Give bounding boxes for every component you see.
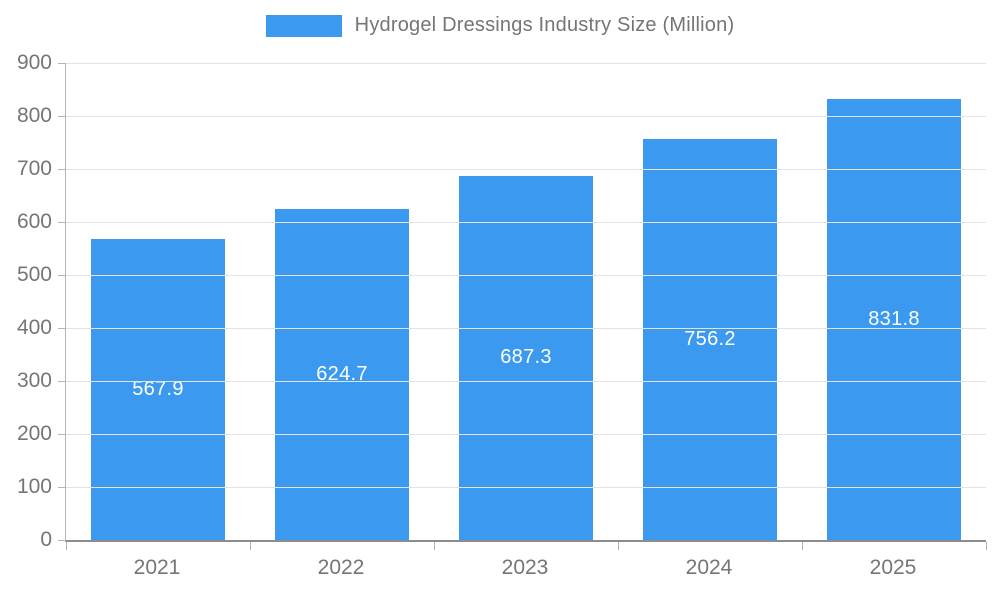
- y-tick-label: 300: [16, 368, 52, 392]
- gridline: [66, 275, 986, 276]
- x-tick-label: 2022: [317, 556, 365, 579]
- plot-area: 567.9 624.7 687.3 756.2 831.8 0 100 200 300 400 5…: [17, 51, 987, 551]
- bar-value-label: 756.2: [684, 328, 736, 351]
- x-tick-label: 2024: [685, 556, 733, 579]
- x-tick-mark: [618, 542, 619, 550]
- y-tick-mark: [58, 434, 66, 435]
- gridline: [66, 221, 986, 223]
- y-tick-label: 400: [16, 316, 52, 339]
- bar-slot: 624.7: [250, 63, 434, 540]
- legend-label: Hydrogel Dressings Industry Size (Millio…: [354, 14, 735, 36]
- y-tick-label: 900: [16, 51, 52, 74]
- bar-value-label: 567.9: [132, 378, 184, 400]
- y-tick-mark: [58, 169, 66, 170]
- bar-slot: 756.2: [618, 63, 802, 540]
- legend[interactable]: Hydrogel Dressings Industry Size (Millio…: [0, 14, 1000, 37]
- y-tick-mark: [58, 116, 66, 117]
- bar-2021: 567.9: [90, 239, 226, 540]
- x-tick-mark: [802, 542, 803, 550]
- y-tick-label: 0: [40, 528, 52, 551]
- y-tick-label: 100: [16, 475, 52, 498]
- bar-2024: 756.2: [642, 139, 778, 540]
- x-tick-mark: [250, 542, 251, 550]
- x-tick-mark: [66, 542, 67, 550]
- y-tick-mark: [58, 63, 66, 64]
- x-tick-label: 2023: [501, 556, 549, 579]
- gridline: [66, 328, 986, 329]
- y-tick-mark: [58, 221, 66, 223]
- y-tick-mark: [58, 328, 66, 329]
- y-tick-label: 700: [16, 157, 52, 180]
- bar-value-label: 831.8: [868, 308, 920, 331]
- bar-value-label: 687.3: [500, 346, 552, 369]
- bars-container: 567.9 624.7 687.3 756.2 831.8: [66, 63, 986, 540]
- bar-slot: 567.9: [66, 63, 250, 540]
- legend-swatch-icon: [265, 14, 342, 37]
- y-tick-label: 800: [16, 104, 52, 127]
- x-tick-mark: [986, 542, 987, 550]
- y-tick-mark: [58, 487, 66, 488]
- y-tick-label: 500: [16, 263, 52, 286]
- x-axis: 2021 2022 2023 2024 2025: [65, 556, 985, 580]
- y-tick-mark: [58, 540, 66, 541]
- x-tick-label: 2025: [869, 556, 917, 579]
- bar-value-label: 624.7: [316, 362, 368, 385]
- x-tick-mark: [434, 542, 435, 550]
- gridline: [66, 434, 986, 435]
- bar-slot: 687.3: [434, 63, 618, 540]
- x-tick-label: 2021: [133, 556, 181, 579]
- gridline: [66, 169, 986, 170]
- y-tick-mark: [58, 380, 66, 382]
- bar-slot: 831.8: [802, 63, 986, 540]
- y-tick-label: 200: [16, 422, 52, 445]
- gridline: [66, 487, 986, 488]
- bar-2023: 687.3: [458, 175, 594, 540]
- y-tick-label: 600: [16, 209, 52, 233]
- gridline: [66, 116, 986, 117]
- bar-2025: 831.8: [826, 99, 962, 540]
- y-tick-mark: [58, 275, 66, 276]
- bar-2022: 624.7: [274, 208, 410, 540]
- gridline: [66, 63, 986, 64]
- gridline: [66, 380, 986, 382]
